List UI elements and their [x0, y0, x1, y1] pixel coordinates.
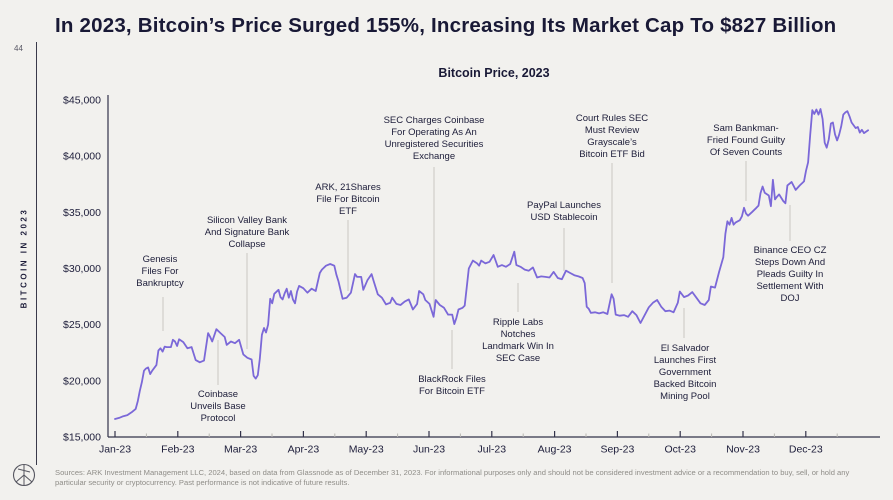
- chart-annotation: Silicon Valley Bank And Signature Bank C…: [204, 215, 290, 250]
- chart-title: Bitcoin Price, 2023: [438, 66, 550, 80]
- y-tick-label: $40,000: [63, 151, 101, 163]
- chart-annotation: Sam Bankman- Fried Found Guilty Of Seven…: [706, 123, 786, 158]
- x-tick-label: May-23: [349, 444, 384, 456]
- chart-annotation: BlackRock Files For Bitcoin ETF: [418, 374, 486, 397]
- chart-annotation: Genesis Files For Bankruptcy: [136, 254, 184, 289]
- slide-title: In 2023, Bitcoin’s Price Surged 155%, In…: [55, 14, 837, 37]
- chart-annotation: El Salvador Launches First Government Ba…: [653, 343, 717, 402]
- chart-annotation: ARK, 21Shares File For Bitcoin ETF: [315, 182, 381, 217]
- x-tick-label: Nov-23: [726, 444, 760, 456]
- x-tick-label: Feb-23: [161, 444, 194, 456]
- y-tick-label: $35,000: [63, 207, 101, 219]
- x-tick-label: Apr-23: [288, 444, 320, 456]
- chart-annotation: Binance CEO CZ Steps Down And Pleads Gui…: [753, 245, 827, 304]
- x-tick-label: Jul-23: [477, 444, 506, 456]
- ark-invest-logo-icon: [12, 463, 36, 487]
- x-tick-label: Sep-23: [600, 444, 634, 456]
- y-tick-label: $15,000: [63, 432, 101, 444]
- chart-annotation: SEC Charges Coinbase For Operating As An…: [383, 115, 485, 162]
- y-tick-label: $20,000: [63, 375, 101, 387]
- x-tick-label: Jun-23: [413, 444, 445, 456]
- bitcoin-price-line: [114, 108, 869, 420]
- x-tick-label: Aug-23: [538, 444, 572, 456]
- y-tick-label: $30,000: [63, 263, 101, 275]
- y-tick-label: $25,000: [63, 319, 101, 331]
- x-tick-label: Oct-23: [664, 444, 696, 456]
- sources-disclaimer: Sources: ARK Investment Management LLC, …: [55, 468, 850, 487]
- chart-annotation: Coinbase Unveils Base Protocol: [190, 389, 246, 424]
- chart-annotation: PayPal Launches USD Stablecoin: [527, 200, 601, 223]
- x-tick-label: Jan-23: [99, 444, 131, 456]
- chart-annotation: Court Rules SEC Must Review Grayscale’s …: [575, 113, 649, 160]
- x-tick-label: Dec-23: [789, 444, 823, 456]
- y-tick-label: $45,000: [63, 95, 101, 107]
- page-number: 44: [14, 44, 23, 53]
- left-rail-divider: [36, 42, 37, 465]
- x-tick-label: Mar-23: [224, 444, 257, 456]
- chart-annotation: Ripple Labs Notches Landmark Win In SEC …: [482, 317, 554, 364]
